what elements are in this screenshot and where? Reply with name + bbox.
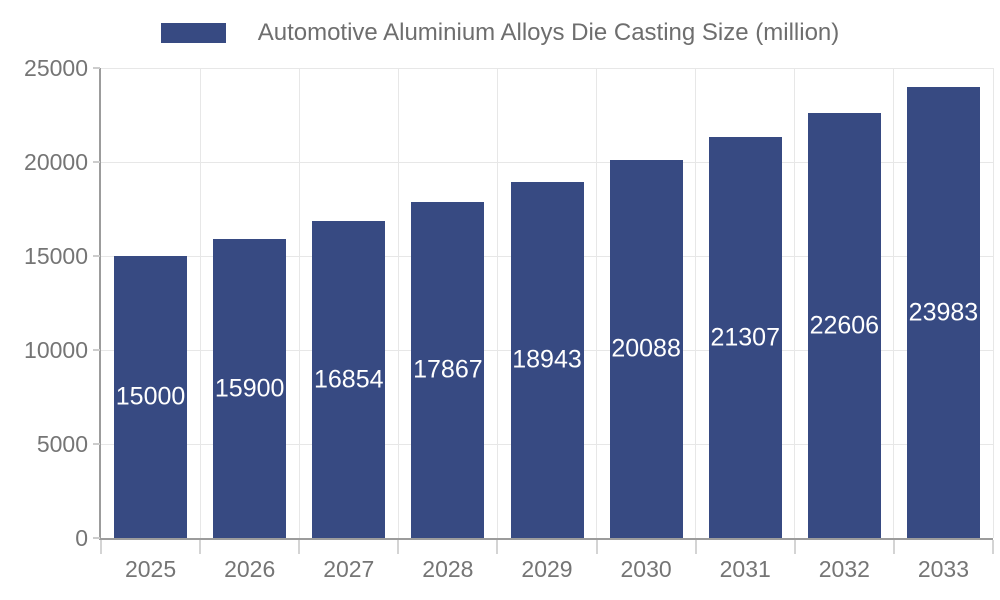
bar[interactable]: 18943 xyxy=(510,181,584,538)
y-tick-label: 25000 xyxy=(24,55,88,81)
bar-value-label: 15900 xyxy=(214,374,285,403)
v-gridline xyxy=(794,68,796,538)
x-tick xyxy=(199,540,202,554)
v-gridline xyxy=(397,68,399,538)
h-gridline xyxy=(101,67,993,69)
y-tick xyxy=(93,443,100,445)
x-tick-label: 2026 xyxy=(224,556,276,582)
x-tick xyxy=(298,540,301,554)
y-tick xyxy=(93,537,100,539)
bar-value-label: 15000 xyxy=(115,382,186,411)
x-tick xyxy=(595,540,598,554)
y-tick xyxy=(93,255,100,257)
y-tick-label: 0 xyxy=(75,525,88,551)
legend-swatch xyxy=(160,23,226,43)
x-tick xyxy=(793,540,796,554)
x-tick-label: 2025 xyxy=(124,556,177,582)
bar-value-label: 23983 xyxy=(908,298,979,327)
v-gridline xyxy=(695,68,697,538)
bar-value-label: 20088 xyxy=(611,334,681,363)
bar-value-label: 18943 xyxy=(512,345,582,374)
bar-value-label: 21307 xyxy=(710,323,780,352)
v-gridline xyxy=(199,68,201,538)
legend-label: Automotive Aluminium Alloys Die Casting … xyxy=(257,19,840,46)
x-tick-label: 2033 xyxy=(917,556,970,582)
x-tick xyxy=(694,540,697,554)
bar[interactable]: 22606 xyxy=(807,113,881,538)
y-tick-label: 5000 xyxy=(36,431,88,457)
bar-value-label: 16854 xyxy=(314,365,384,394)
bar[interactable]: 21307 xyxy=(708,137,782,538)
x-tick-label: 2032 xyxy=(818,556,870,582)
bar-value-label: 17867 xyxy=(413,355,483,384)
y-tick xyxy=(93,161,100,163)
legend[interactable]: Automotive Aluminium Alloys Die Casting … xyxy=(0,13,1000,53)
bar[interactable]: 15000 xyxy=(114,256,188,538)
bar[interactable]: 17867 xyxy=(411,202,485,538)
v-gridline xyxy=(893,68,895,538)
y-tick-label: 20000 xyxy=(24,149,88,175)
v-gridline xyxy=(596,68,598,538)
v-gridline xyxy=(992,68,994,538)
v-gridline xyxy=(298,68,300,538)
x-tick xyxy=(992,540,994,554)
x-tick xyxy=(892,540,895,554)
bar[interactable]: 16854 xyxy=(312,221,386,538)
bar[interactable]: 15900 xyxy=(213,239,287,538)
x-tick-label: 2031 xyxy=(719,556,771,582)
v-gridline xyxy=(496,68,498,538)
x-tick-label: 2028 xyxy=(422,556,474,582)
plot-area: 15000 15900 16854 17867 18943 20088 21307 22606… xyxy=(99,67,994,540)
y-tick-label: 15000 xyxy=(24,243,88,269)
y-tick xyxy=(93,349,100,351)
x-tick xyxy=(397,540,400,554)
x-tick-label: 2029 xyxy=(521,556,573,582)
y-tick-label: 10000 xyxy=(24,337,88,363)
x-tick xyxy=(100,540,102,554)
h-gridline xyxy=(101,161,993,163)
x-tick xyxy=(496,540,499,554)
x-tick-label: 2027 xyxy=(323,556,375,582)
bar[interactable]: 20088 xyxy=(609,160,683,538)
x-tick-label: 2030 xyxy=(620,556,672,582)
bar-value-label: 22606 xyxy=(809,311,880,339)
y-tick xyxy=(93,67,100,69)
bar[interactable]: 23983 xyxy=(906,87,980,538)
